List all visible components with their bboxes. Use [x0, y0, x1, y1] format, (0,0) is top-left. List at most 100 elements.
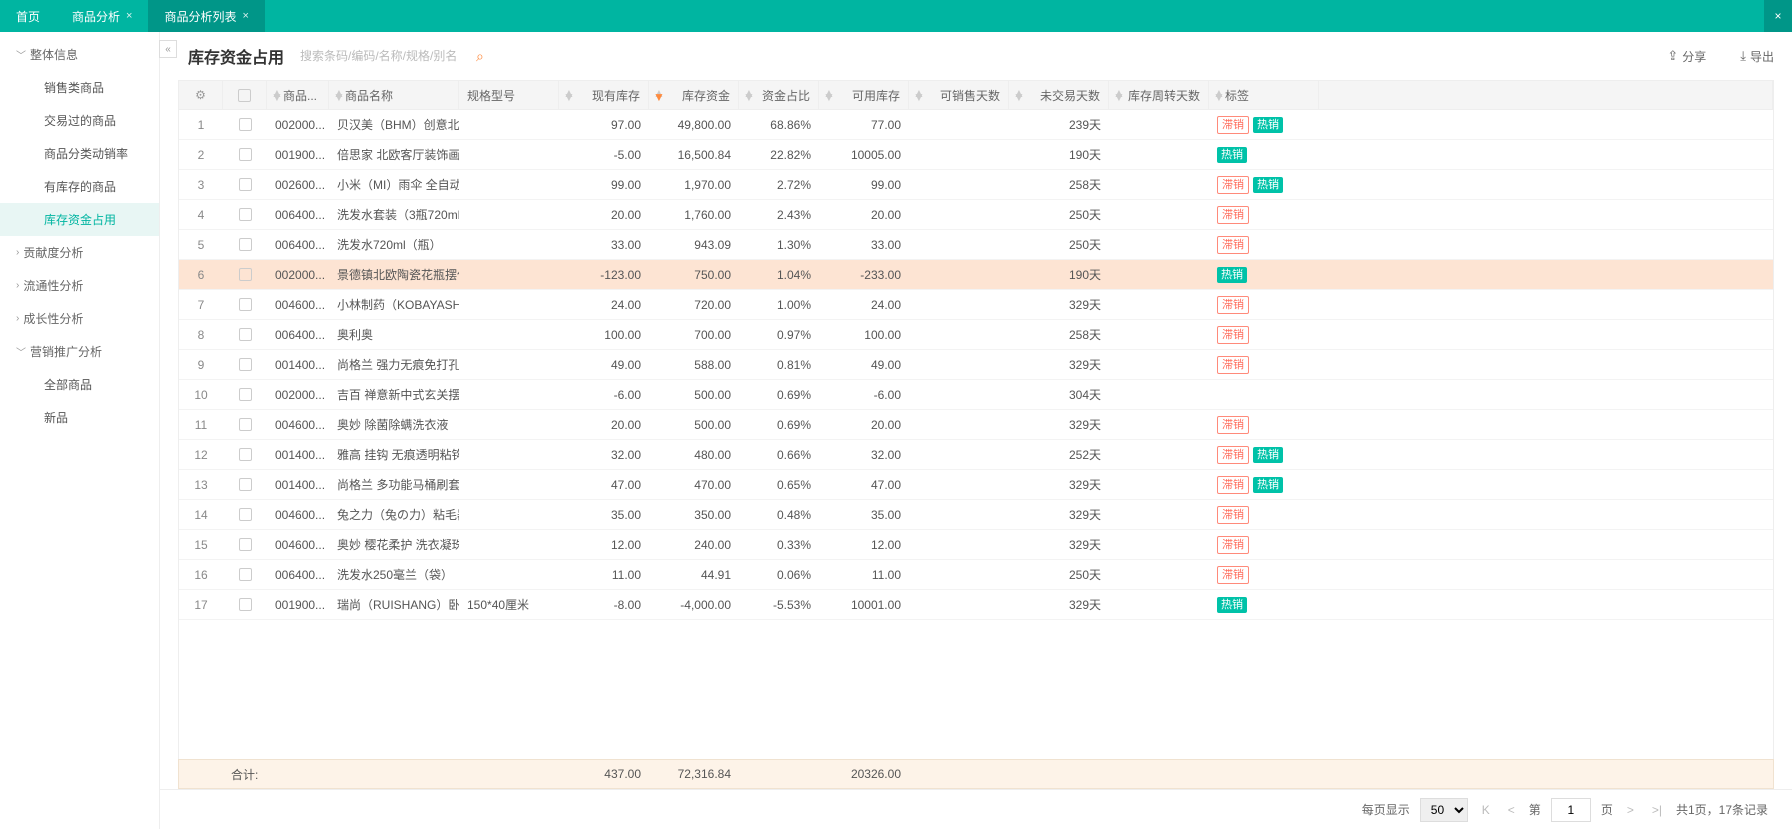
table-row[interactable]: 5006400...洗发水720ml（瓶）33.00943.091.30%33.… [179, 230, 1773, 260]
row-checkbox[interactable] [239, 598, 252, 611]
cell-fund: 500.00 [649, 410, 739, 439]
row-checkbox[interactable] [239, 538, 252, 551]
cell-name: 洗发水250毫兰（袋） [329, 560, 459, 589]
gear-icon[interactable]: ⚙ [195, 88, 206, 102]
cell-turn [1109, 560, 1209, 589]
row-checkbox[interactable] [239, 238, 252, 251]
cell-ratio: 1.00% [739, 290, 819, 319]
column-stock[interactable]: ▲▼现有库存 [559, 81, 649, 109]
sidebar-collapse-button[interactable]: « [159, 40, 177, 58]
sidebar-item[interactable]: 交易过的商品 [0, 104, 159, 137]
row-checkbox[interactable] [239, 118, 252, 131]
cell-gear: 14 [179, 500, 223, 529]
table-row[interactable]: 14004600...兔之力（兔の力）粘毛器粘35.00350.000.48%3… [179, 500, 1773, 530]
row-checkbox[interactable] [239, 328, 252, 341]
table-row[interactable]: 6002000...景德镇北欧陶瓷花瓶摆件 创-123.00750.001.04… [179, 260, 1773, 290]
sidebar-group[interactable]: ﹀整体信息 [0, 38, 159, 71]
table-row[interactable]: 17001900...瑞尚（RUISHANG）卧室立150*40厘米-8.00-… [179, 590, 1773, 620]
cell-avail: 77.00 [819, 110, 909, 139]
row-checkbox[interactable] [239, 178, 252, 191]
sidebar-group[interactable]: ›成长性分析 [0, 302, 159, 335]
table-row[interactable]: 11004600...奥妙 除菌除螨洗衣液20.00500.000.69%20.… [179, 410, 1773, 440]
table-row[interactable]: 4006400...洗发水套装（3瓶720ml+1）20.001,760.002… [179, 200, 1773, 230]
cell-rest [1319, 590, 1773, 619]
table-row[interactable]: 15004600...奥妙 樱花柔护 洗衣凝珠 1012.00240.000.3… [179, 530, 1773, 560]
column-name[interactable]: ▲▼商品名称 [329, 81, 459, 109]
sort-icon: ▲▼ [1213, 91, 1225, 99]
row-checkbox[interactable] [239, 208, 252, 221]
row-checkbox[interactable] [239, 268, 252, 281]
table-row[interactable]: 10002000...吉百 禅意新中式玄关摆件客-6.00500.000.69%… [179, 380, 1773, 410]
per-page-select[interactable]: 50 [1420, 798, 1468, 822]
column-fund[interactable]: ▲▼库存资金 [649, 81, 739, 109]
cell-stock: 47.00 [559, 470, 649, 499]
close-icon[interactable]: × [242, 10, 248, 22]
row-checkbox[interactable] [239, 568, 252, 581]
page-prev-button[interactable]: < [1504, 803, 1519, 817]
table-row[interactable]: 16006400...洗发水250毫兰（袋）11.0044.910.06%11.… [179, 560, 1773, 590]
tabbar-close-button[interactable]: × [1764, 0, 1792, 32]
close-icon[interactable]: × [126, 10, 132, 22]
sidebar-item[interactable]: 销售类商品 [0, 71, 159, 104]
sidebar-item[interactable]: 新品 [0, 401, 159, 434]
select-all-checkbox[interactable] [238, 89, 251, 102]
table-row[interactable]: 2001900...倍思家 北欧客厅装饰画卧室-5.0016,500.8422.… [179, 140, 1773, 170]
tab-首页[interactable]: 首页 [0, 0, 56, 32]
table-row[interactable]: 8006400...奥利奥100.00700.000.97%100.00258天… [179, 320, 1773, 350]
search-icon[interactable]: ⌕ [476, 48, 484, 65]
table-row[interactable]: 13001400...尚格兰 多功能马桶刷套装 刷47.00470.000.65… [179, 470, 1773, 500]
sidebar-group[interactable]: ﹀营销推广分析 [0, 335, 159, 368]
sidebar-group[interactable]: ›流通性分析 [0, 269, 159, 302]
caret-icon: › [16, 247, 19, 258]
row-checkbox[interactable] [239, 508, 252, 521]
sidebar-group[interactable]: ›贡献度分析 [0, 236, 159, 269]
cell-spec [459, 500, 559, 529]
tab-商品分析[interactable]: 商品分析× [56, 0, 148, 32]
column-tags[interactable]: ▲▼标签 [1209, 81, 1319, 109]
cell-code: 001400... [267, 470, 329, 499]
column-saledays[interactable]: ▲▼可销售天数 [909, 81, 1009, 109]
table-row[interactable]: 12001400...雅高 挂钩 无痕透明粘钩 强32.00480.000.66… [179, 440, 1773, 470]
column-avail[interactable]: ▲▼可用库存 [819, 81, 909, 109]
sidebar-item[interactable]: 全部商品 [0, 368, 159, 401]
sidebar-item[interactable]: 有库存的商品 [0, 170, 159, 203]
cell-code: 006400... [267, 560, 329, 589]
sidebar-item[interactable]: 库存资金占用 [0, 203, 159, 236]
table-row[interactable]: 1002000...贝汉美（BHM）创意北欧风97.0049,800.0068.… [179, 110, 1773, 140]
column-code[interactable]: ▲▼商品... [267, 81, 329, 109]
cell-code: 006400... [267, 320, 329, 349]
cell-notx: 258天 [1009, 320, 1109, 349]
tag-stale: 滞销 [1217, 476, 1249, 494]
tab-商品分析列表[interactable]: 商品分析列表× [148, 0, 264, 32]
row-checkbox[interactable] [239, 418, 252, 431]
row-checkbox[interactable] [239, 298, 252, 311]
per-page-label: 每页显示 [1362, 801, 1410, 818]
table-row[interactable]: 7004600...小林制药（KOBAYASHI）E24.00720.001.0… [179, 290, 1773, 320]
search-input[interactable] [300, 49, 470, 63]
page-first-button[interactable]: K [1478, 803, 1494, 817]
table-row[interactable]: 9001400...尚格兰 强力无痕免打孔浴室49.00588.000.81%4… [179, 350, 1773, 380]
sidebar-item[interactable]: 商品分类动销率 [0, 137, 159, 170]
share-button[interactable]: ⇪ 分享 [1667, 48, 1706, 65]
cell-code: 004600... [267, 290, 329, 319]
cell-chk [223, 350, 267, 379]
row-checkbox[interactable] [239, 478, 252, 491]
column-ratio[interactable]: ▲▼资金占比 [739, 81, 819, 109]
page-next-button[interactable]: > [1623, 803, 1638, 817]
row-checkbox[interactable] [239, 448, 252, 461]
page-input[interactable] [1551, 798, 1591, 822]
page-last-button[interactable]: >| [1648, 803, 1666, 817]
export-button[interactable]: ⤓ 导出 [1740, 48, 1774, 65]
cell-stock: -5.00 [559, 140, 649, 169]
cell-avail: 47.00 [819, 470, 909, 499]
footer-cell-name [329, 760, 459, 788]
column-turn[interactable]: ▲▼库存周转天数 [1109, 81, 1209, 109]
share-icon: ⇪ [1667, 48, 1678, 64]
column-notx[interactable]: ▲▼未交易天数 [1009, 81, 1109, 109]
row-checkbox[interactable] [239, 358, 252, 371]
cell-gear: 5 [179, 230, 223, 259]
row-checkbox[interactable] [239, 388, 252, 401]
table-row[interactable]: 3002600...小米（MI）雨伞 全自动折叠99.001,970.002.7… [179, 170, 1773, 200]
row-checkbox[interactable] [239, 148, 252, 161]
cell-turn [1109, 110, 1209, 139]
